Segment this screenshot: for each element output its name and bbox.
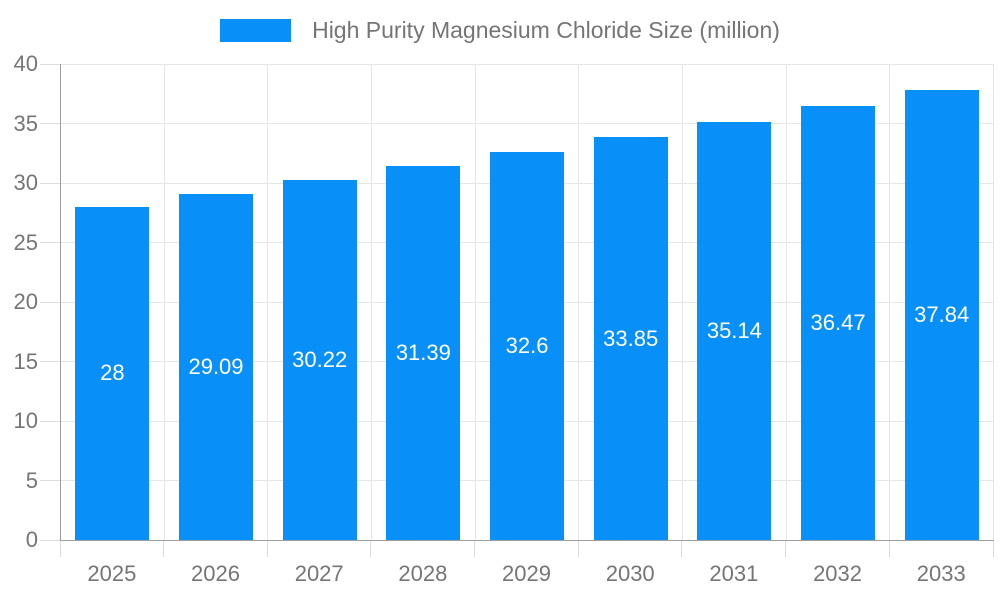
category-cell: 28 [61, 64, 165, 540]
y-tick-mark [40, 123, 60, 124]
bar: 33.85 [593, 137, 668, 540]
y-tick-label: 10 [13, 408, 38, 433]
x-tick-label: 2027 [294, 561, 344, 586]
x-tick-mark [163, 541, 165, 557]
x-axis-ticks [59, 541, 994, 557]
x-tick-label: 2029 [502, 561, 551, 586]
y-tick-mark [40, 301, 60, 303]
bar: 31.39 [386, 166, 461, 540]
bar: 29.09 [179, 193, 253, 540]
x-tick-label: 2031 [709, 561, 759, 586]
y-tick-mark [40, 420, 60, 422]
category-cell: 31.39 [372, 64, 476, 540]
y-tick-mark [40, 242, 60, 243]
x-tick-mark [577, 541, 579, 557]
x-tick-label: 2025 [87, 561, 137, 586]
gridline-horizontal [61, 123, 994, 124]
bar-value-label: 31.39 [395, 340, 451, 366]
y-tick-label: 35 [13, 110, 38, 136]
bar-value-label: 33.85 [603, 325, 659, 351]
plot-area: 28 29.09 30.22 31.39 32.6 33.85 35.14 36.47 37.8… [60, 63, 995, 541]
x-tick-mark [266, 541, 268, 557]
bar: 30.22 [282, 180, 357, 540]
gridline-horizontal [61, 63, 994, 65]
x-tick-label: 2026 [191, 561, 240, 586]
bar: 32.6 [490, 152, 564, 540]
y-axis-labels: 0 5 10 15 20 25 30 35 40 [0, 53, 38, 551]
category-cell: 30.22 [268, 64, 373, 540]
legend: High Purity Magnesium Chloride Size (mil… [0, 17, 1000, 44]
bar-value-label: 30.22 [292, 347, 348, 373]
y-tick-mark [40, 480, 60, 481]
legend-swatch[interactable] [220, 19, 292, 42]
y-tick-label: 0 [25, 527, 38, 552]
x-tick-mark [370, 541, 372, 557]
x-tick-label: 2032 [813, 561, 863, 586]
bar: 28 [75, 206, 150, 540]
bar-value-label: 29.09 [188, 353, 244, 379]
x-axis-labels: 2025 2026 2027 2028 2029 2030 2031 2032 2033 [60, 541, 993, 585]
y-tick-mark [40, 539, 60, 541]
bar-value-label: 37.84 [914, 301, 970, 327]
bar: 36.47 [801, 106, 875, 540]
legend-label[interactable]: High Purity Magnesium Chloride Size (mil… [312, 17, 780, 43]
y-tick-mark [40, 361, 60, 362]
y-tick-label: 20 [13, 289, 38, 314]
y-axis-ticks [40, 63, 60, 541]
plot-cells: 28 29.09 30.22 31.39 32.6 33.85 35.14 36.47 37.8… [61, 64, 995, 540]
y-tick-mark [40, 63, 60, 65]
y-tick-mark [40, 182, 60, 184]
y-tick-label: 30 [13, 170, 38, 195]
bar: 37.84 [904, 89, 979, 540]
y-tick-label: 25 [13, 229, 38, 255]
category-cell: 32.6 [476, 64, 580, 540]
y-tick-label: 40 [13, 51, 38, 76]
x-tick-mark [681, 541, 683, 557]
category-cell: 33.85 [579, 64, 684, 540]
x-tick-mark [992, 541, 994, 557]
bar-value-label: 35.14 [706, 317, 762, 343]
x-tick-label: 2030 [605, 561, 655, 586]
category-cell: 36.47 [787, 64, 891, 540]
bar: 35.14 [697, 121, 772, 540]
x-tick-mark [785, 541, 787, 557]
category-cell: 37.84 [890, 64, 995, 540]
x-tick-mark [888, 541, 890, 557]
bar-value-label: 28 [100, 360, 125, 386]
category-cell: 35.14 [683, 64, 787, 540]
x-tick-mark [59, 541, 61, 557]
x-tick-label: 2028 [398, 561, 448, 586]
x-tick-mark [474, 541, 476, 557]
y-tick-label: 5 [25, 467, 38, 493]
bar-value-label: 32.6 [505, 333, 549, 359]
x-tick-label: 2033 [916, 561, 966, 586]
bar-value-label: 36.47 [810, 310, 866, 335]
category-cell: 29.09 [165, 64, 269, 540]
y-tick-label: 15 [13, 348, 38, 374]
